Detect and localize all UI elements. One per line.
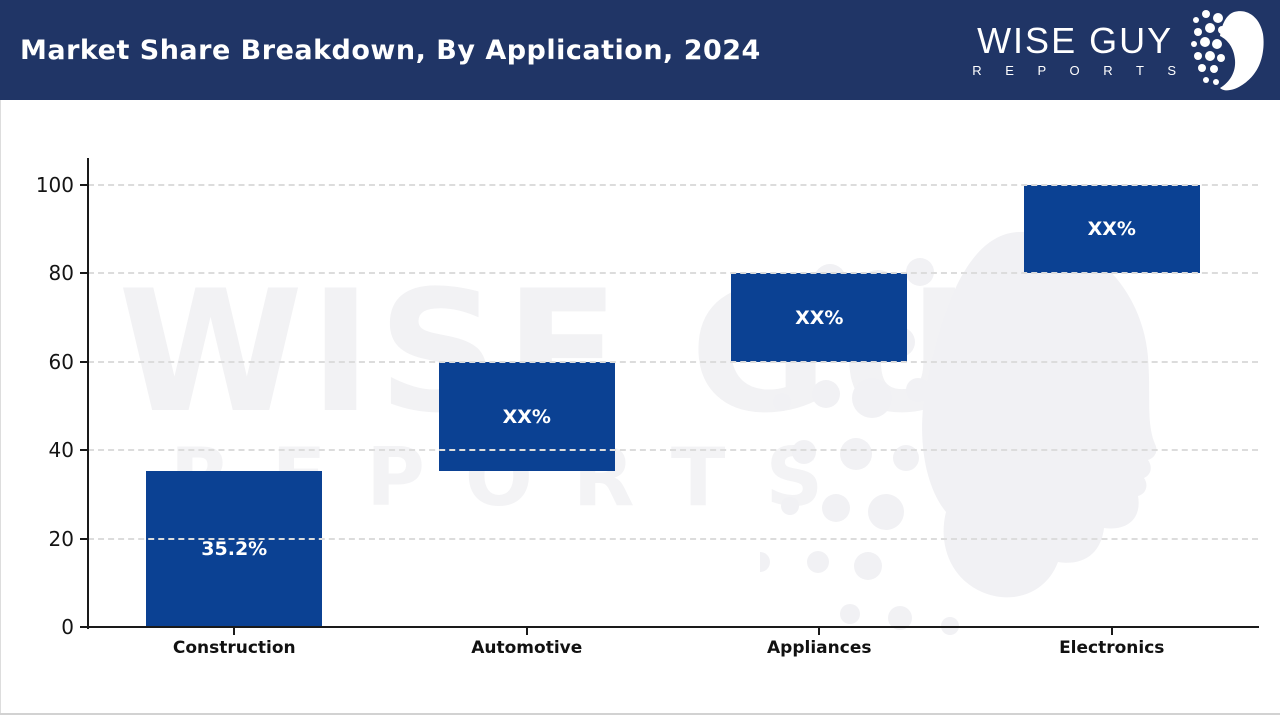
gridline-40 xyxy=(88,449,1258,452)
chart-area: 35.2% Construction XX% Automotive XX% Applian… xyxy=(0,100,1280,714)
x-axis-label-automotive: Automotive xyxy=(471,638,583,658)
y-tick-mark xyxy=(80,449,87,452)
logo-reports: R E P O R T S xyxy=(972,62,1186,78)
y-tick-label-0: 0 xyxy=(61,615,74,639)
wiseguy-logo: WISE GUY R E P O R T S xyxy=(964,6,1266,94)
bar-value-label: XX% xyxy=(795,306,844,329)
y-tick-label-20: 20 xyxy=(48,526,74,551)
y-tick-mark xyxy=(80,360,87,363)
y-tick-label-40: 40 xyxy=(48,438,74,463)
y-tick-mark xyxy=(80,537,87,540)
x-tick-mark xyxy=(1110,628,1113,635)
bar-construction: 35.2% xyxy=(146,471,323,627)
gridline-60 xyxy=(88,360,1258,363)
gridline-20 xyxy=(88,537,1258,540)
y-tick-mark xyxy=(80,184,87,186)
logo-wordmark: WISE GUY R E P O R T S xyxy=(964,19,1186,78)
bar-automotive: XX% xyxy=(438,361,615,472)
logo-face-icon xyxy=(1191,10,1264,91)
x-axis-label-appliances: Appliances xyxy=(767,638,872,658)
x-tick-mark xyxy=(233,628,236,635)
bar-value-label: XX% xyxy=(1087,218,1136,241)
x-tick-mark xyxy=(525,628,528,635)
y-tick-label-60: 60 xyxy=(48,349,74,374)
gridline-100 xyxy=(88,184,1258,186)
bar-appliances: XX% xyxy=(731,273,908,362)
page-title: Market Share Breakdown, By Application, … xyxy=(20,34,761,66)
y-tick-label-80: 80 xyxy=(48,261,74,286)
y-tick-label-100: 100 xyxy=(35,173,74,197)
bar-electronics: XX% xyxy=(1023,185,1200,274)
x-tick-mark xyxy=(818,628,821,635)
logo-word: WISE GUY xyxy=(977,19,1174,61)
x-axis-label-electronics: Electronics xyxy=(1059,638,1165,658)
x-axis-label-construction: Construction xyxy=(172,638,296,658)
gridline-80 xyxy=(88,272,1258,275)
bar-value-label: 35.2% xyxy=(201,538,268,561)
y-tick-mark xyxy=(80,626,87,628)
x-axis xyxy=(87,626,1259,628)
y-tick-mark xyxy=(80,272,87,275)
bar-value-label: XX% xyxy=(502,405,551,428)
header: Market Share Breakdown, By Application, … xyxy=(0,0,1280,100)
left-border-line xyxy=(0,100,1,713)
y-axis xyxy=(87,158,89,629)
footer-line xyxy=(0,713,1280,715)
